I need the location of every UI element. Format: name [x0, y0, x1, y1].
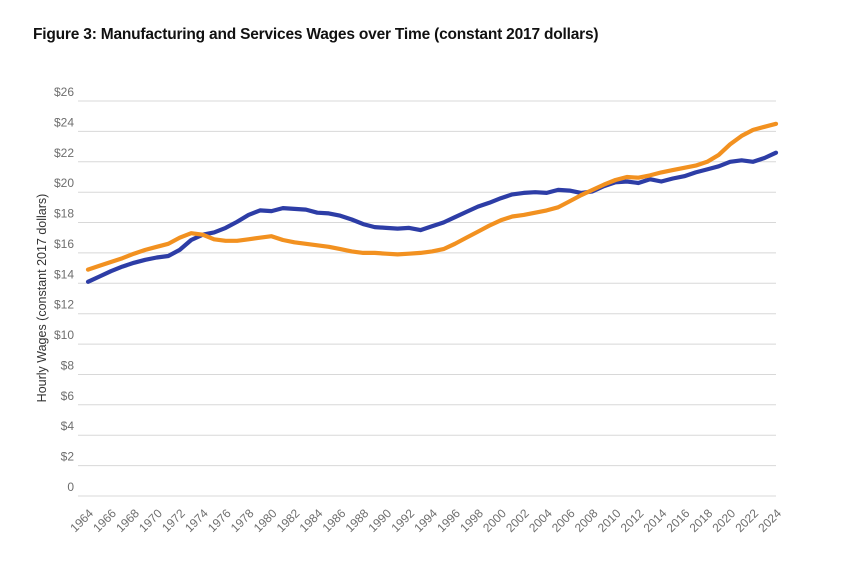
- y-tick-label: $6: [61, 389, 75, 403]
- y-tick-label: $12: [54, 298, 74, 312]
- y-tick-label: $24: [54, 115, 74, 129]
- x-tick-label: 1988: [343, 506, 372, 535]
- x-tick-label: 2002: [503, 506, 532, 535]
- gridlines: [78, 100, 776, 497]
- orange-series-line: [85, 121, 779, 272]
- x-tick-label: 1982: [274, 506, 303, 535]
- x-tick-label: 2020: [709, 506, 738, 535]
- x-tick-label: 2018: [687, 506, 716, 535]
- x-tick-label: 1968: [113, 506, 142, 535]
- x-tick-label: 2004: [526, 506, 555, 535]
- x-tick-label: 1966: [90, 506, 119, 535]
- y-tick-label: $22: [54, 146, 74, 160]
- x-tick-label: 2006: [549, 506, 578, 535]
- x-tick-label: 1976: [205, 506, 234, 535]
- x-tick-label: 1974: [182, 506, 211, 535]
- x-tick-label: 1984: [297, 506, 326, 535]
- x-tick-label: 2008: [572, 506, 601, 535]
- x-tick-label: 2010: [595, 506, 624, 535]
- y-tick-label: $14: [54, 267, 74, 281]
- y-tick-label: $18: [54, 207, 74, 221]
- x-tick-label: 1964: [67, 506, 96, 535]
- y-tick-label: $16: [54, 237, 74, 251]
- data-series-lines: [85, 121, 779, 284]
- y-tick-label: $4: [61, 419, 75, 433]
- chart-title: Figure 3: Manufacturing and Services Wag…: [33, 26, 599, 43]
- x-tick-label: 1996: [434, 506, 463, 535]
- x-tick-label: 1994: [411, 506, 440, 535]
- x-tick-label: 2016: [664, 506, 693, 535]
- x-tick-label: 1980: [251, 506, 280, 535]
- x-tick-label: 1972: [159, 506, 188, 535]
- x-tick-label: 2014: [641, 506, 670, 535]
- x-tick-label: 2012: [618, 506, 647, 535]
- y-tick-label: $10: [54, 328, 74, 342]
- x-tick-label: 1992: [388, 506, 417, 535]
- x-tick-label: 1970: [136, 506, 165, 535]
- x-tick-label: 1990: [365, 506, 394, 535]
- x-tick-label: 1986: [320, 506, 349, 535]
- y-axis-title: Hourly Wages (constant 2017 dollars): [35, 194, 49, 403]
- y-tick-label: $8: [61, 359, 75, 373]
- x-tick-label: 1978: [228, 506, 257, 535]
- x-tick-label: 2000: [480, 506, 509, 535]
- y-tick-label: $20: [54, 176, 74, 190]
- x-tick-label: 2024: [755, 506, 784, 535]
- x-tick-label: 1998: [457, 506, 486, 535]
- y-tick-label: $2: [61, 450, 75, 464]
- x-tick-label: 2022: [732, 506, 761, 535]
- x-axis-tick-labels: 1964196619681970197219741976197819801982…: [67, 506, 784, 535]
- y-tick-label: $26: [54, 85, 74, 99]
- y-axis-tick-labels: $26$24$22$20$18$16$14$12$10$8$6$4$20: [54, 85, 74, 494]
- y-tick-label: 0: [67, 480, 74, 494]
